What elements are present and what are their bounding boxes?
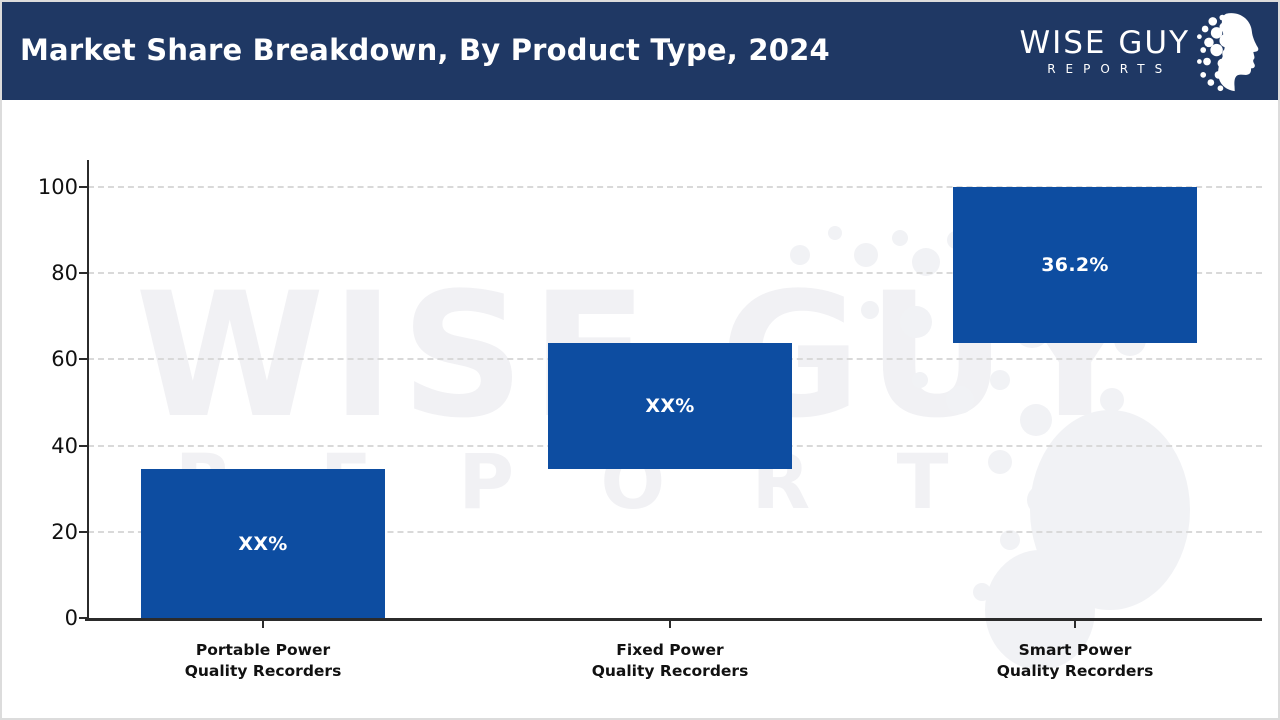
x-axis-category-label: Fixed Power Quality Recorders	[510, 640, 830, 682]
x-axis-tick-mark	[262, 621, 264, 628]
x-axis-category-line: Quality Recorders	[996, 662, 1154, 680]
bar-segment: XX%	[548, 343, 792, 470]
header: Market Share Breakdown, By Product Type,…	[0, 0, 1280, 100]
y-axis-tick-mark	[79, 617, 88, 619]
bar-value-label: XX%	[238, 532, 288, 555]
y-axis-line	[87, 160, 89, 621]
brand-logo-text: WISE GUY REPORTS	[1019, 26, 1190, 76]
x-axis-tick-mark	[669, 621, 671, 628]
x-axis-category-line: Smart Power	[1018, 641, 1132, 659]
bar-segment: 36.2%	[953, 187, 1197, 344]
y-gridline	[88, 272, 1262, 275]
x-axis-line	[85, 618, 1262, 621]
y-gridline	[88, 530, 1262, 533]
bar-segment: XX%	[141, 469, 385, 618]
y-axis-tick-mark	[79, 272, 88, 275]
x-axis-category-line: Quality Recorders	[184, 662, 342, 680]
y-axis-tick-mark	[79, 530, 88, 533]
brand-subname: REPORTS	[1047, 62, 1173, 76]
x-axis-category-label: Smart Power Quality Recorders	[915, 640, 1235, 682]
y-axis-tick-label: 0	[64, 606, 78, 630]
y-axis-tick-label: 60	[51, 347, 78, 372]
y-axis-tick-mark	[79, 186, 88, 188]
x-axis-category-line: Portable Power	[195, 641, 331, 659]
y-axis-tick-label: 100	[37, 175, 78, 199]
bar-value-label: 36.2%	[1041, 254, 1109, 276]
x-axis-category-label: Portable Power Quality Recorders	[103, 640, 423, 682]
brand-logo: WISE GUY REPORTS	[1019, 8, 1266, 94]
x-axis-tick-mark	[1074, 621, 1076, 628]
brand-face-icon	[1196, 13, 1259, 92]
page-title: Market Share Breakdown, By Product Type,…	[20, 33, 830, 67]
y-axis-tick-label: 80	[51, 261, 78, 286]
x-axis-category-line: Fixed Power	[616, 641, 724, 659]
y-axis-tick-label: 40	[51, 433, 78, 458]
y-axis-tick-mark	[79, 444, 88, 447]
y-axis-tick-label: 20	[51, 519, 78, 544]
bar-value-label: XX%	[645, 395, 695, 418]
y-gridline	[88, 186, 1262, 188]
x-axis-category-line: Quality Recorders	[591, 662, 749, 680]
y-axis-tick-mark	[79, 358, 88, 361]
brand-name: WISE GUY	[1019, 25, 1190, 61]
